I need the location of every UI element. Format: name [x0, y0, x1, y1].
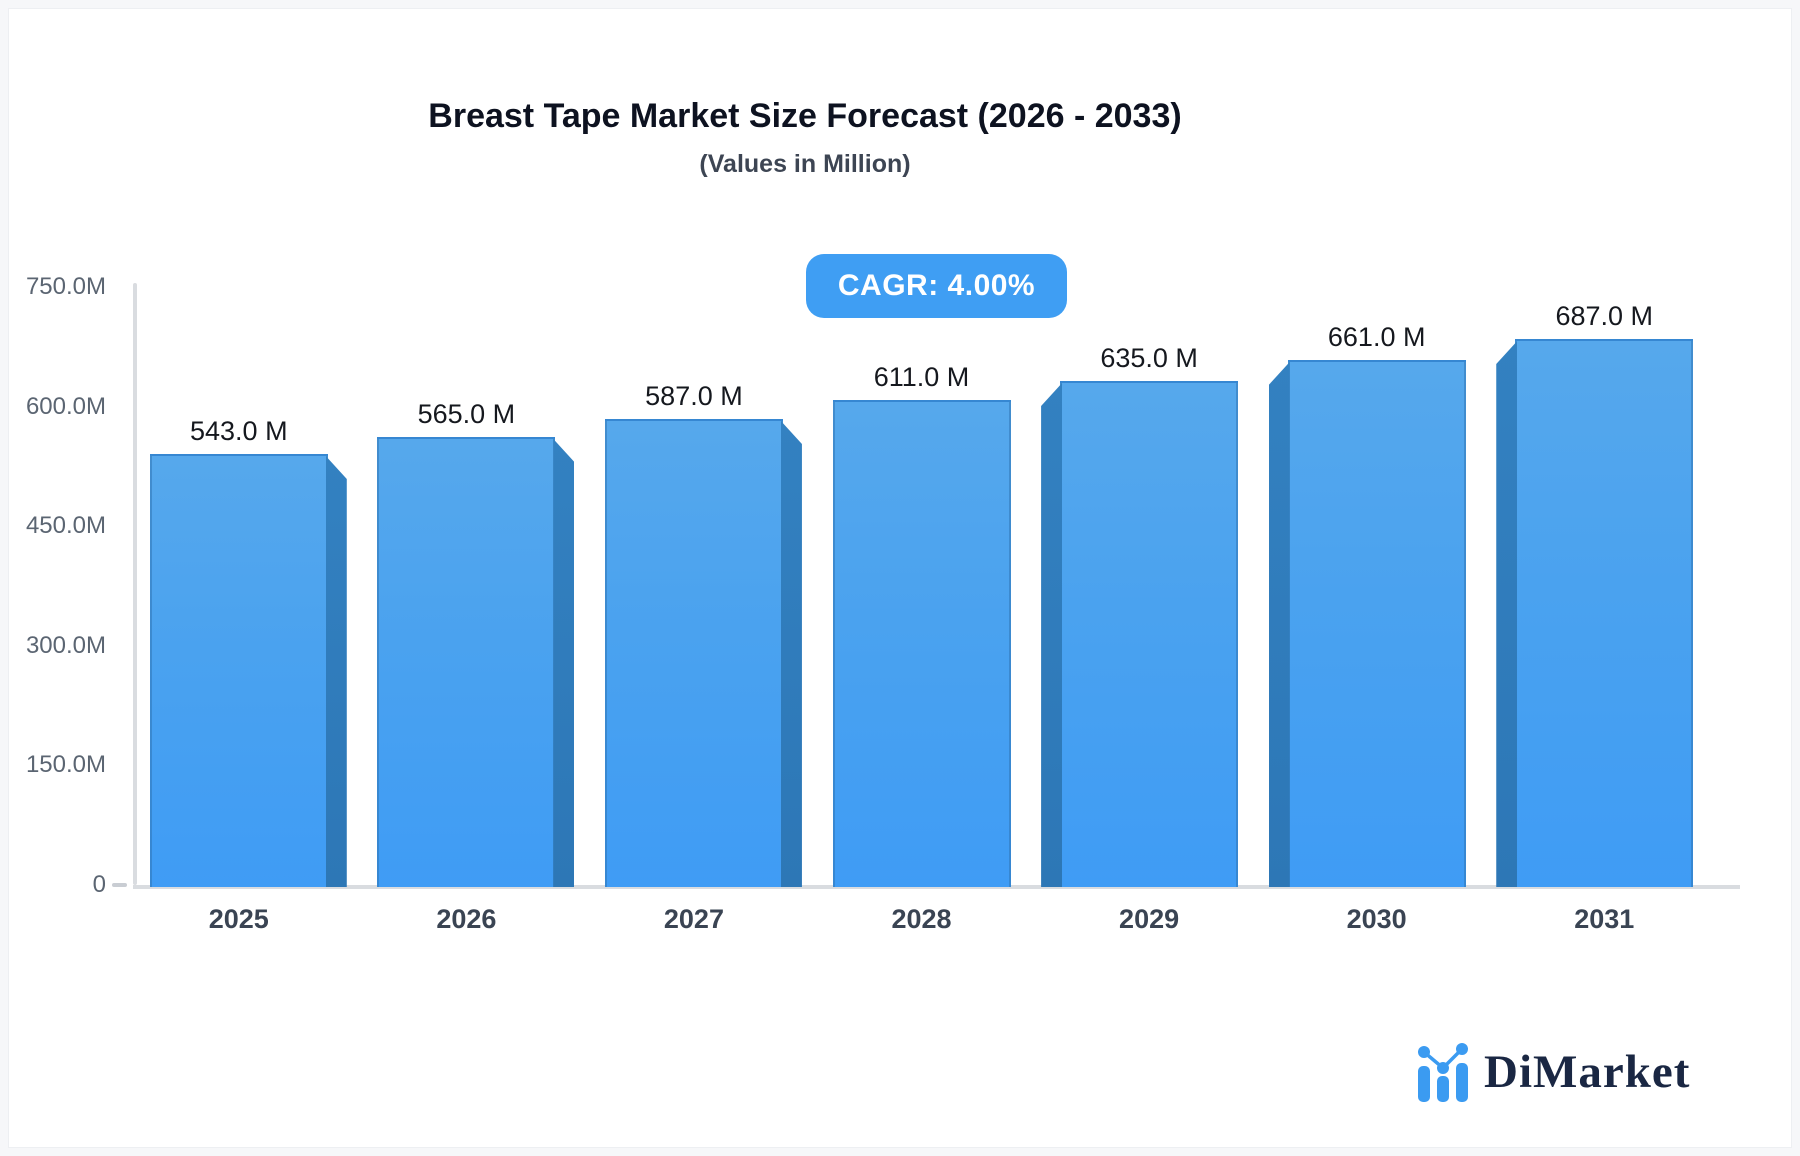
x-axis-label: 2026: [436, 904, 497, 934]
y-axis-line: [133, 283, 137, 885]
bar: 687.0 M: [1496, 301, 1694, 887]
chart-subtitle: (Values in Million): [699, 150, 911, 178]
cagr-badge-row: CAGR: 4.00%: [133, 254, 1740, 318]
cagr-badge: CAGR: 4.00%: [805, 254, 1068, 318]
zero-tick-mark: [112, 883, 127, 887]
bar-value-label: 661.0 M: [1327, 322, 1426, 352]
bar-side-face: [1496, 341, 1518, 887]
x-axis-label: 2027: [663, 904, 724, 934]
bar-slot: 565.0 M 2026: [353, 287, 581, 934]
x-axis-label: 2028: [891, 904, 952, 934]
plot-slots: 543.0 M 2025 565.0 M 2026 587.0 M 2027 611.0 M…: [125, 287, 1718, 934]
bar: 661.0 M: [1268, 322, 1466, 887]
y-axis-label: 600.0M: [25, 392, 106, 420]
bar-side-face: [780, 421, 802, 887]
bar-slot: 543.0 M 2025: [125, 287, 353, 934]
bar-value-label: 565.0 M: [417, 399, 516, 429]
bar-side-face: [1041, 383, 1063, 887]
y-axis-label: 150.0M: [25, 751, 106, 779]
bar-value-label: 687.0 M: [1555, 301, 1654, 331]
bar-value-label: 543.0 M: [190, 416, 288, 446]
x-axis-label: 2030: [1346, 904, 1407, 934]
x-axis-label: 2025: [208, 904, 269, 934]
bar-slot: 587.0 M 2027: [580, 287, 808, 934]
bar-side-face: [1268, 362, 1290, 887]
bar-slot: 661.0 M 2030: [1263, 287, 1491, 934]
x-axis-label: 2029: [1119, 904, 1180, 934]
bar: 611.0 M: [832, 362, 1011, 887]
x-axis-label: 2031: [1574, 904, 1635, 934]
chart-title: Breast Tape Market Size Forecast (2026 -…: [428, 97, 1182, 135]
bar: 635.0 M: [1041, 343, 1239, 887]
bar-slot: 635.0 M 2029: [1035, 287, 1263, 934]
y-axis-label: 450.0M: [25, 512, 106, 540]
y-axis-label: 300.0M: [25, 631, 106, 659]
bar-chart: 543.0 M 2025 565.0 M 2026 587.0 M 2027 611.0 M…: [133, 283, 1740, 934]
bar-slot: 687.0 M 2031: [1490, 287, 1718, 934]
bar: 587.0 M: [604, 381, 802, 887]
bar-slot: 611.0 M 2028: [808, 287, 1036, 934]
bar: 543.0 M: [149, 416, 347, 887]
bar-value-label: 611.0 M: [873, 362, 970, 392]
bar-side-face: [553, 439, 575, 887]
brand-chart-icon: [1418, 1043, 1468, 1102]
y-axis-label: 750.0M: [25, 273, 106, 300]
brand-name: DiMarket: [1484, 1046, 1691, 1098]
x-axis-line: [133, 885, 1740, 889]
brand-logo: DiMarket: [1416, 1042, 1690, 1102]
bar-value-label: 587.0 M: [645, 381, 743, 411]
bar-side-face: [325, 456, 347, 887]
y-axis-label: 0: [92, 871, 106, 898]
bar-value-label: 635.0 M: [1100, 343, 1198, 373]
bar: 565.0 M: [377, 399, 575, 887]
